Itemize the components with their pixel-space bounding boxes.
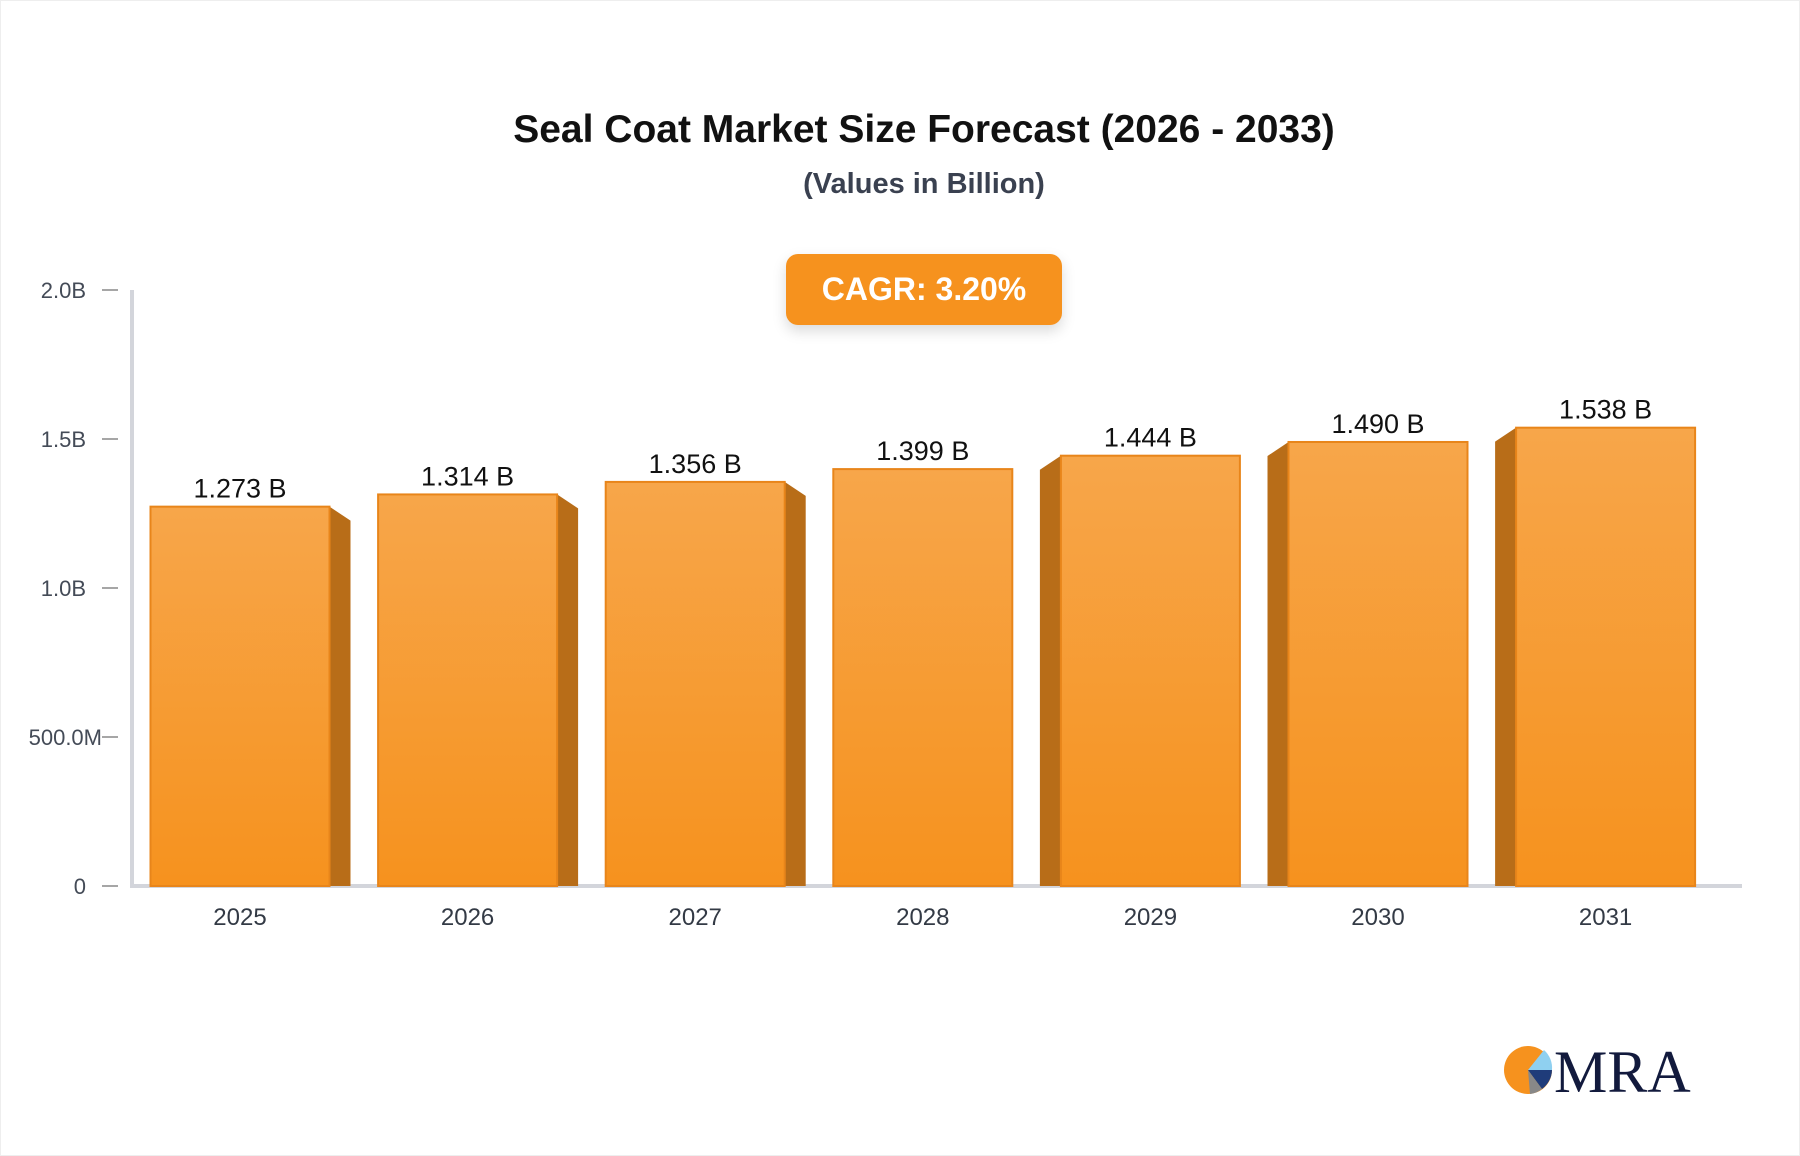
- chart-subtitle: (Values in Billion): [803, 168, 1045, 200]
- x-tick-label: 2029: [1124, 904, 1177, 931]
- data-label: 1.273 B: [193, 474, 286, 504]
- x-tick-label: 2027: [669, 904, 722, 931]
- bar: [1287, 440, 1469, 887]
- data-label: 1.399 B: [876, 436, 969, 466]
- mra-logo: MRA: [1504, 1036, 1704, 1100]
- data-label: 1.490 B: [1331, 409, 1424, 439]
- bar-side: [329, 506, 351, 886]
- mra-logo-icon: MRA: [1504, 1039, 1691, 1100]
- x-tick-label: 2031: [1579, 904, 1632, 931]
- x-tick-label: 2030: [1351, 904, 1404, 931]
- bar-side: [557, 494, 579, 886]
- chart-title: Seal Coat Market Size Forecast (2026 - 2…: [513, 108, 1335, 151]
- bar: [1515, 426, 1697, 887]
- x-tick-label: 2026: [441, 904, 494, 931]
- y-tick-label: 2.0B: [41, 278, 86, 303]
- x-tick-label: 2025: [213, 904, 266, 931]
- bar-side: [1267, 441, 1289, 886]
- y-tick-label: 1.5B: [41, 427, 86, 452]
- bar: [604, 480, 786, 887]
- bar-side: [784, 481, 806, 886]
- svg-text:MRA: MRA: [1554, 1039, 1691, 1100]
- y-tick-label: 500.0M: [29, 725, 102, 750]
- bar: [832, 468, 1014, 887]
- bar: [149, 505, 331, 887]
- bar: [377, 493, 559, 887]
- y-tick-label: 0: [74, 874, 86, 899]
- bar-side: [1039, 455, 1061, 886]
- data-label: 1.314 B: [421, 461, 514, 491]
- bar-side: [1495, 427, 1517, 886]
- data-label: 1.356 B: [649, 449, 742, 479]
- x-tick-label: 2028: [896, 904, 949, 931]
- bar: [1059, 454, 1241, 887]
- data-label: 1.538 B: [1559, 395, 1652, 425]
- cagr-badge: CAGR: 3.20%: [786, 254, 1062, 325]
- y-tick-label: 1.0B: [41, 576, 86, 601]
- data-label: 1.444 B: [1104, 423, 1197, 453]
